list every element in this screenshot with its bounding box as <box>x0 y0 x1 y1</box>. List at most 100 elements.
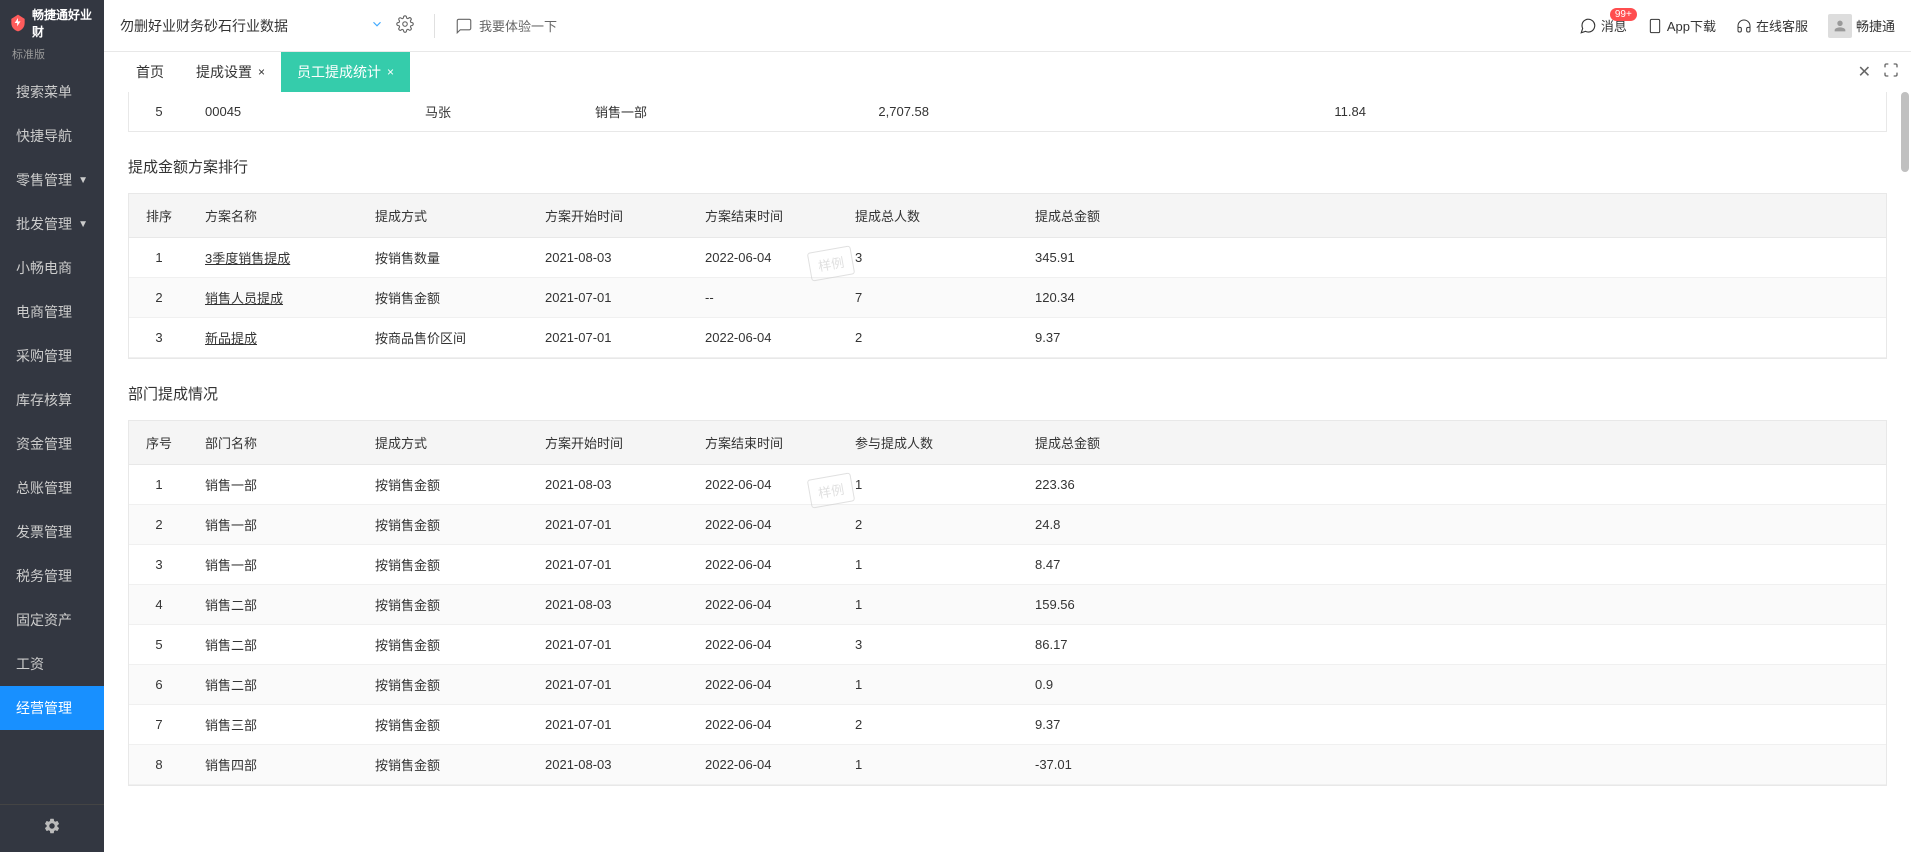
cell-end: 2022-06-04 <box>689 625 839 665</box>
column-header: 提成总金额 <box>1019 194 1886 238</box>
cell-method: 按销售金额 <box>359 545 529 585</box>
tab-1[interactable]: 提成设置 × <box>180 52 281 92</box>
cell-total: 223.36 <box>1019 465 1886 505</box>
plan-link[interactable]: 销售人员提成 <box>205 291 283 306</box>
sidebar-item-4[interactable]: 小畅电商 <box>0 246 104 290</box>
sidebar-item-13[interactable]: 工资 <box>0 642 104 686</box>
scroll-thumb[interactable] <box>1901 92 1909 172</box>
column-header: 排序 <box>129 194 189 238</box>
cell-method: 按商品售价区间 <box>359 318 529 358</box>
sidebar-item-label: 电商管理 <box>16 302 72 322</box>
table-row: 6销售二部按销售金额2021-07-012022-06-0410.9 <box>129 665 1886 705</box>
column-header: 参与提成人数 <box>839 421 1019 465</box>
sidebar-item-label: 零售管理 <box>16 170 72 190</box>
close-icon[interactable]: × <box>387 65 394 79</box>
sidebar-item-0[interactable]: 搜索菜单 <box>0 70 104 114</box>
column-header: 序号 <box>129 421 189 465</box>
cell-dept: 销售二部 <box>189 585 359 625</box>
table-row: 8销售四部按销售金额2021-08-032022-06-041-37.01 <box>129 745 1886 785</box>
cell-end: 2022-06-04 <box>689 705 839 745</box>
user-label: 畅捷通 <box>1856 16 1895 35</box>
settings-gear-icon[interactable] <box>43 819 61 839</box>
cell-dept: 销售一部 <box>189 505 359 545</box>
cell-start: 2021-08-03 <box>529 465 689 505</box>
cell-people: 2 <box>839 505 1019 545</box>
cell-code: 00045 <box>189 92 409 131</box>
cell-dept: 销售二部 <box>189 665 359 705</box>
cell-name: 销售人员提成 <box>189 278 359 318</box>
cell-rank: 1 <box>129 465 189 505</box>
cell-name: 3季度销售提成 <box>189 238 359 278</box>
cell-end: 2022-06-04 <box>689 545 839 585</box>
table-row: 3新品提成按商品售价区间2021-07-012022-06-0429.37 <box>129 318 1886 358</box>
cell-people: 3 <box>839 625 1019 665</box>
cell-start: 2021-07-01 <box>529 278 689 318</box>
sidebar-item-5[interactable]: 电商管理 <box>0 290 104 334</box>
sidebar-brand: 畅捷通好业财 <box>0 0 104 46</box>
cell-start: 2021-07-01 <box>529 318 689 358</box>
table-row: 7销售三部按销售金额2021-07-012022-06-0429.37 <box>129 705 1886 745</box>
cell-total: 345.91 <box>1019 238 1886 278</box>
sidebar-item-10[interactable]: 发票管理 <box>0 510 104 554</box>
org-settings-icon[interactable] <box>396 15 414 36</box>
sidebar-item-label: 搜索菜单 <box>16 82 72 102</box>
tab-0[interactable]: 首页 <box>120 52 180 92</box>
cell-end: 2022-06-04 <box>689 585 839 625</box>
sidebar-item-label: 库存核算 <box>16 390 72 410</box>
cell-start: 2021-08-03 <box>529 238 689 278</box>
cell-end: 2022-06-04 <box>689 745 839 785</box>
sidebar-item-8[interactable]: 资金管理 <box>0 422 104 466</box>
cell-people: 2 <box>839 705 1019 745</box>
sidebar-item-label: 经营管理 <box>16 698 72 718</box>
cell-start: 2021-07-01 <box>529 505 689 545</box>
service-button[interactable]: 在线客服 <box>1736 16 1808 35</box>
sidebar-item-label: 税务管理 <box>16 566 72 586</box>
topbar-right: 消息 99+ App下载 在线客服 畅捷通 <box>1579 14 1895 38</box>
table-row: 3销售一部按销售金额2021-07-012022-06-0418.47 <box>129 545 1886 585</box>
sidebar-item-9[interactable]: 总账管理 <box>0 466 104 510</box>
tab-2[interactable]: 员工提成统计× <box>281 52 410 92</box>
sidebar-footer <box>0 804 104 852</box>
section2-table: 序号部门名称提成方式方案开始时间方案结束时间参与提成人数提成总金额1销售一部按销… <box>128 420 1887 786</box>
brand-text: 畅捷通好业财 <box>32 6 96 40</box>
cell-start: 2021-07-01 <box>529 705 689 745</box>
close-all-icon[interactable]: ✕ <box>1858 62 1871 82</box>
cell-rank: 7 <box>129 705 189 745</box>
cell-method: 按销售金额 <box>359 505 529 545</box>
message-button[interactable]: 消息 99+ <box>1579 16 1627 35</box>
content-area: 5 00045 马张 销售一部 2,707.58 11.84 提成金额方案排行 … <box>104 92 1911 852</box>
sidebar-menu: 搜索菜单快捷导航零售管理▼批发管理▼小畅电商电商管理采购管理库存核算资金管理总账… <box>0 70 104 804</box>
sidebar-item-label: 固定资产 <box>16 610 72 630</box>
sidebar-item-11[interactable]: 税务管理 <box>0 554 104 598</box>
cell-people: 2 <box>839 318 1019 358</box>
fullscreen-icon[interactable] <box>1883 62 1899 83</box>
download-button[interactable]: App下载 <box>1647 16 1716 35</box>
sidebar-item-1[interactable]: 快捷导航 <box>0 114 104 158</box>
cell-rank: 5 <box>129 92 189 131</box>
sidebar-item-3[interactable]: 批发管理▼ <box>0 202 104 246</box>
cell-method: 按销售金额 <box>359 278 529 318</box>
tab-label: 提成设置 <box>196 62 252 82</box>
user-menu[interactable]: 畅捷通 <box>1828 14 1895 38</box>
cell-rank: 5 <box>129 625 189 665</box>
sidebar-item-7[interactable]: 库存核算 <box>0 378 104 422</box>
tab-label: 首页 <box>136 62 164 82</box>
plan-link[interactable]: 3季度销售提成 <box>205 251 290 266</box>
sidebar-item-6[interactable]: 采购管理 <box>0 334 104 378</box>
cell-method: 按销售金额 <box>359 745 529 785</box>
sidebar-item-label: 批发管理 <box>16 214 72 234</box>
cell-method: 按销售金额 <box>359 625 529 665</box>
sidebar-item-2[interactable]: 零售管理▼ <box>0 158 104 202</box>
cell-end: 2022-06-04 <box>689 238 839 278</box>
cell-rank: 6 <box>129 665 189 705</box>
cell-people: 1 <box>839 585 1019 625</box>
sidebar-item-14[interactable]: 经营管理 <box>0 686 104 730</box>
close-icon[interactable]: × <box>258 65 265 79</box>
plan-link[interactable]: 新品提成 <box>205 331 257 346</box>
experience-button[interactable]: 我要体验一下 <box>455 16 557 35</box>
sidebar-item-12[interactable]: 固定资产 <box>0 598 104 642</box>
cell-total: 9.37 <box>1019 705 1886 745</box>
org-dropdown-icon[interactable] <box>370 17 384 34</box>
column-header: 方案开始时间 <box>529 194 689 238</box>
column-header: 方案开始时间 <box>529 421 689 465</box>
